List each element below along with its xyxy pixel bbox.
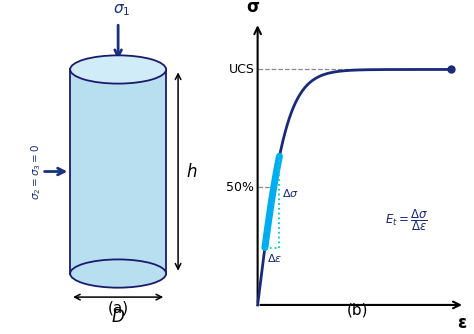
Text: UCS: UCS <box>228 63 254 76</box>
Text: $D$: $D$ <box>111 308 125 326</box>
Polygon shape <box>70 69 166 274</box>
Ellipse shape <box>70 55 166 84</box>
Ellipse shape <box>70 260 166 288</box>
Text: $E_t = \dfrac{\Delta\sigma}{\Delta\varepsilon}$: $E_t = \dfrac{\Delta\sigma}{\Delta\varep… <box>385 207 428 233</box>
Text: $h$: $h$ <box>186 163 197 180</box>
Text: $\Delta\sigma$: $\Delta\sigma$ <box>282 187 299 199</box>
Text: $\Delta\varepsilon$: $\Delta\varepsilon$ <box>267 253 282 265</box>
Text: (b): (b) <box>347 303 369 318</box>
Text: $\mathbf{\varepsilon}$: $\mathbf{\varepsilon}$ <box>457 314 467 332</box>
Text: $\sigma_2{=}\sigma_3{=}0$: $\sigma_2{=}\sigma_3{=}0$ <box>29 143 43 200</box>
Text: $\sigma_1$: $\sigma_1$ <box>113 2 130 18</box>
Text: 50%: 50% <box>226 181 254 194</box>
Text: $\mathbf{\sigma}$: $\mathbf{\sigma}$ <box>246 0 260 16</box>
Text: (a): (a) <box>108 301 128 316</box>
